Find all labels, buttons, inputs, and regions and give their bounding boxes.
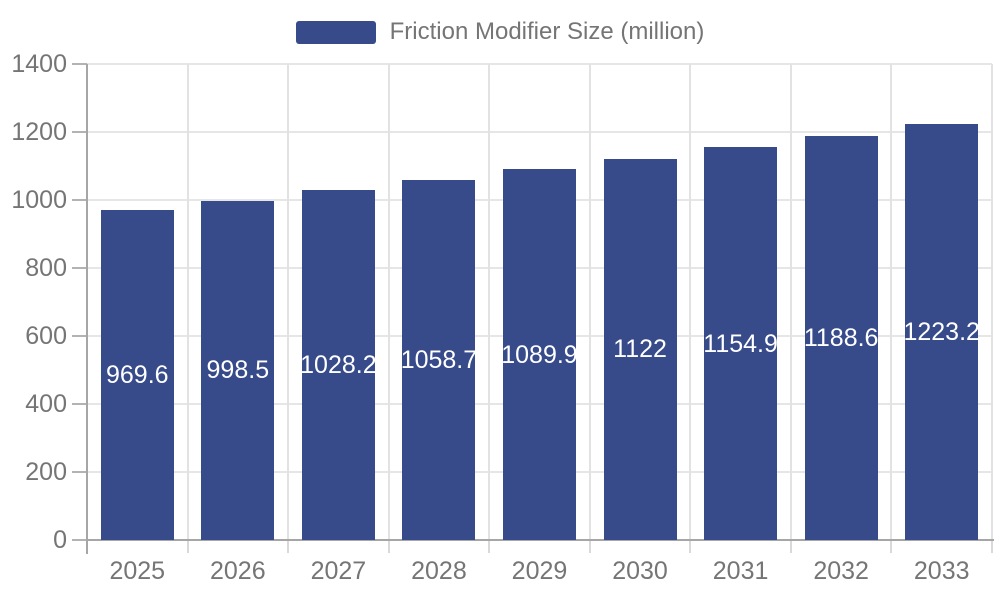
y-axis-tick-label: 600: [25, 322, 67, 350]
legend-label: Friction Modifier Size (million): [389, 18, 705, 45]
x-gridline: [287, 64, 290, 540]
bar-value-label: 1089.9: [501, 340, 578, 369]
bar-value-label: 1188.6: [803, 323, 879, 352]
y-axis-tick: [72, 403, 87, 405]
x-axis-tick: [789, 540, 792, 553]
bar-value-label: 1058.7: [400, 346, 478, 375]
x-axis-tick-label: 2032: [813, 557, 869, 585]
x-axis-tick-label: 2028: [411, 557, 467, 585]
x-axis-tick: [287, 540, 290, 553]
bar-value-label: 998.5: [206, 356, 270, 385]
y-axis-line: [86, 64, 88, 554]
x-gridline: [890, 64, 893, 540]
bar-2026[interactable]: [201, 200, 275, 540]
bar-2028[interactable]: [402, 180, 476, 540]
bar-2033[interactable]: [905, 124, 979, 540]
bar-2029[interactable]: [503, 169, 576, 540]
y-gridline: [87, 131, 992, 133]
bar-value-label: 1154.9: [703, 329, 778, 358]
bar-2032[interactable]: [804, 135, 878, 540]
x-gridline: [186, 64, 189, 540]
y-gridline: [87, 63, 992, 65]
legend-swatch-icon: [295, 20, 376, 44]
x-axis-tick-label: 2026: [210, 557, 266, 585]
x-gridline: [991, 64, 993, 540]
x-gridline: [488, 64, 491, 540]
x-gridline: [789, 64, 792, 540]
x-axis-line: [87, 539, 994, 541]
x-axis-tick-label: 2030: [612, 557, 668, 585]
bar-2027[interactable]: [301, 190, 375, 540]
x-axis-tick-label: 2029: [511, 557, 568, 585]
y-axis-tick-label: 400: [25, 390, 67, 418]
bar-value-label: 969.6: [105, 361, 169, 390]
x-axis-tick: [488, 540, 491, 553]
y-axis-tick-label: 1400: [11, 50, 67, 78]
bar-value-label: 1028.2: [300, 351, 377, 380]
y-axis-tick-label: 800: [25, 254, 67, 282]
y-axis-tick: [72, 267, 87, 269]
y-axis-tick: [72, 471, 87, 473]
x-axis-tick: [186, 540, 189, 553]
legend-item[interactable]: Friction Modifier Size (million): [0, 18, 1000, 46]
y-axis-tick-label: 0: [53, 526, 67, 554]
bar-value-label: 1223.2: [903, 318, 980, 347]
y-axis-tick: [72, 335, 87, 337]
y-axis-tick-label: 1200: [11, 118, 67, 146]
y-axis-tick-label: 200: [25, 458, 67, 486]
x-axis-tick: [689, 540, 692, 553]
bar-2031[interactable]: [704, 147, 778, 540]
x-axis-tick: [991, 540, 993, 553]
x-axis-tick: [890, 540, 893, 553]
x-axis-tick-label: 2033: [913, 557, 970, 585]
x-gridline: [387, 64, 390, 540]
y-axis-tick-label: 1000: [11, 186, 67, 214]
x-axis-tick-label: 2025: [109, 557, 166, 585]
bar-2025[interactable]: [100, 210, 174, 540]
x-axis-tick-label: 2027: [310, 557, 367, 585]
x-axis-tick: [387, 540, 390, 553]
y-axis-tick: [72, 131, 87, 133]
y-axis-tick: [72, 63, 87, 65]
x-axis-tick: [588, 540, 591, 553]
x-gridline: [689, 64, 692, 540]
y-axis-tick: [72, 199, 87, 201]
x-axis-tick-label: 2031: [712, 557, 769, 585]
bar-value-label: 1122: [613, 335, 667, 364]
x-gridline: [588, 64, 591, 540]
bar-2030[interactable]: [603, 158, 677, 540]
y-axis-tick: [72, 539, 87, 541]
